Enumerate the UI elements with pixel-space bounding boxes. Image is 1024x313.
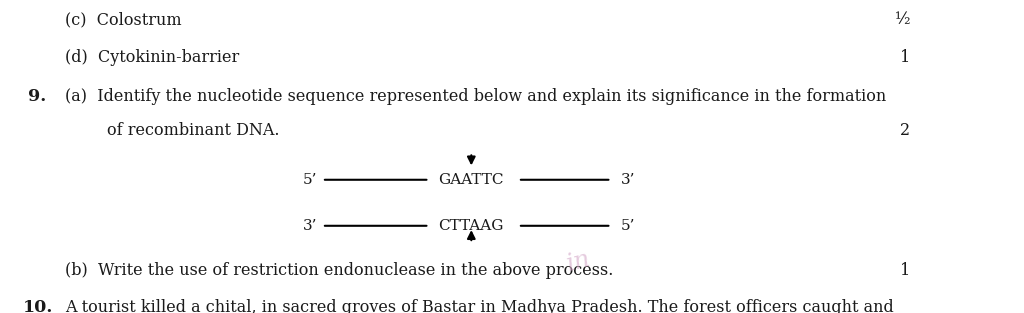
Text: 3’: 3’ xyxy=(621,173,635,187)
Text: of recombinant DNA.: of recombinant DNA. xyxy=(108,122,280,139)
Text: (b)  Write the use of restriction endonuclease in the above process.: (b) Write the use of restriction endonuc… xyxy=(66,262,613,279)
Text: 1: 1 xyxy=(900,49,910,66)
Text: 5’: 5’ xyxy=(621,219,635,233)
Text: in: in xyxy=(564,248,593,276)
Text: CTTAAG: CTTAAG xyxy=(438,219,504,233)
Text: (a)  Identify the nucleotide sequence represented below and explain its signific: (a) Identify the nucleotide sequence rep… xyxy=(66,88,887,105)
Text: A tourist killed a chital, in sacred groves of Bastar in Madhya Pradesh. The for: A tourist killed a chital, in sacred gro… xyxy=(66,299,894,313)
Text: 5’: 5’ xyxy=(303,173,317,187)
Text: 9.: 9. xyxy=(28,88,46,105)
Text: (c)  Colostrum: (c) Colostrum xyxy=(66,12,182,28)
Text: 10.: 10. xyxy=(24,299,53,313)
Text: (d)  Cytokinin-barrier: (d) Cytokinin-barrier xyxy=(66,49,240,66)
Text: ½: ½ xyxy=(895,12,910,28)
Text: 1: 1 xyxy=(900,262,910,279)
Text: GAATTC: GAATTC xyxy=(438,173,504,187)
Text: 3’: 3’ xyxy=(303,219,317,233)
Text: 2: 2 xyxy=(900,122,910,139)
